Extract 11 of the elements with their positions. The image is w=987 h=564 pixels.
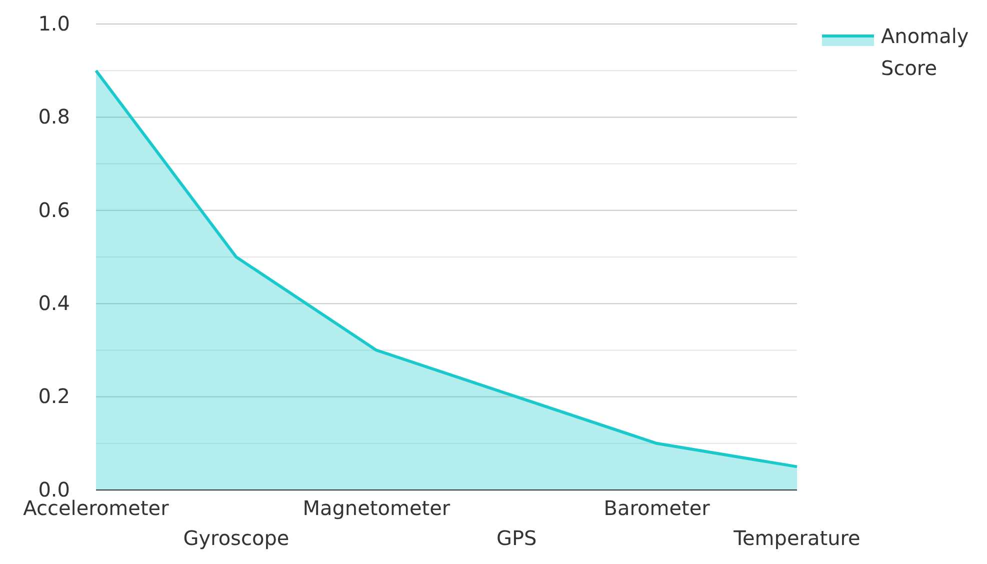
x-tick-label: Gyroscope [183, 526, 290, 550]
y-tick-label: 0.8 [38, 104, 70, 129]
x-tick-label: Temperature [732, 526, 860, 550]
y-tick-label: 1.0 [38, 11, 70, 36]
x-tick-label: Barometer [604, 496, 711, 520]
legend-label: Anomaly Score [881, 24, 969, 80]
x-tick-label: Magnetometer [302, 496, 451, 520]
y-tick-label: 0.6 [38, 198, 70, 222]
x-tick-label: GPS [496, 526, 537, 550]
y-tick-label: 0.4 [38, 291, 70, 315]
y-tick-label: 0.2 [38, 384, 70, 408]
